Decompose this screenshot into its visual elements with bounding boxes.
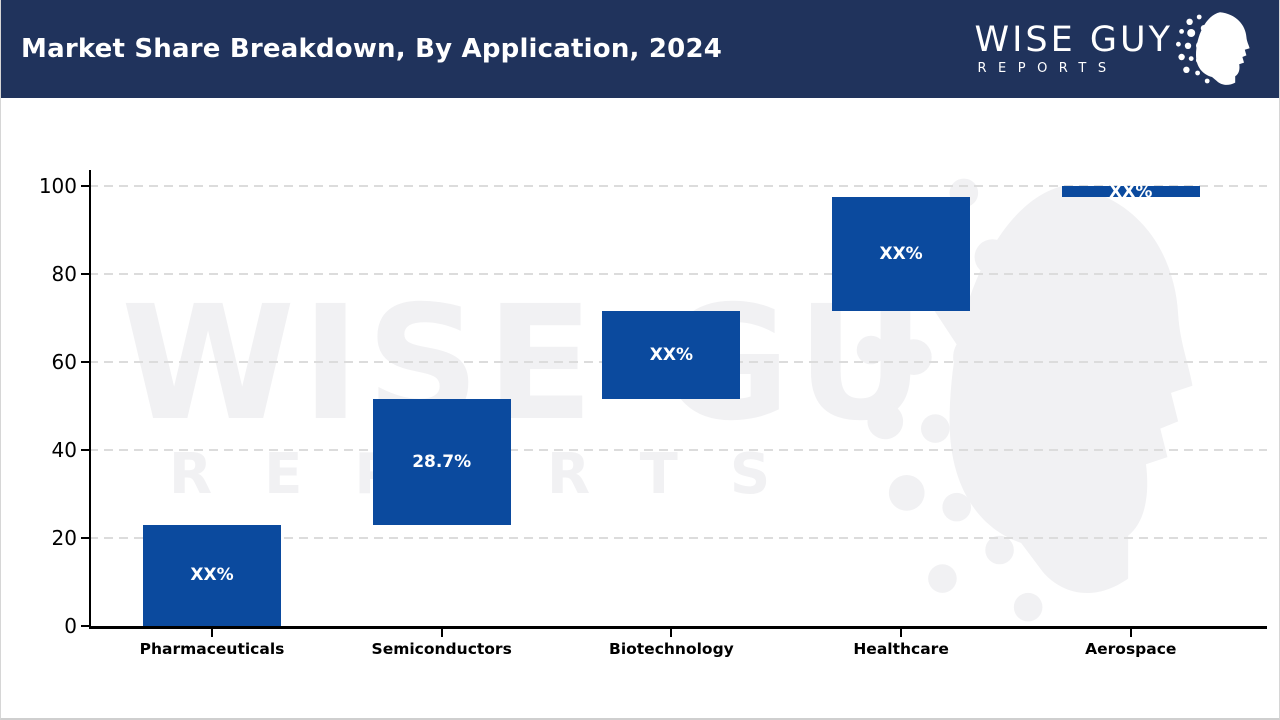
y-tick-20 (81, 537, 89, 539)
y-tick-60 (81, 361, 89, 363)
gridline-40 (89, 449, 1267, 451)
bar-label-aerospace: XX% (1109, 181, 1153, 202)
x-tick-label-healthcare: Healthcare (853, 640, 949, 658)
y-tick-label-100: 100 (38, 174, 77, 198)
x-tick-aerospace (1129, 629, 1132, 637)
wiseguy-logo: WISE GUY REPORTS (974, 9, 1255, 89)
y-tick-80 (81, 273, 89, 275)
logo-line2: REPORTS (977, 61, 1118, 76)
logo-face-icon (1176, 12, 1250, 85)
x-tick-pharmaceuticals (211, 629, 213, 637)
y-tick-0 (81, 625, 89, 627)
y-tick-label-60: 60 (51, 350, 77, 374)
y-tick-label-40: 40 (51, 438, 77, 462)
x-tick-biotechnology (670, 629, 673, 637)
y-tick-label-20: 20 (51, 526, 77, 550)
page-title: Market Share Breakdown, By Application, … (21, 34, 723, 64)
bar-biotechnology (602, 310, 741, 399)
gridline-20 (89, 537, 1267, 539)
gridline-80 (89, 273, 1267, 275)
logo-line1: WISE GUY (974, 20, 1173, 60)
x-tick-label-aerospace: Aerospace (1085, 640, 1177, 658)
y-axis-line (89, 170, 91, 629)
y-tick-label-80: 80 (51, 262, 77, 286)
bar-label-semiconductors: 28.7% (412, 451, 472, 472)
bar-pharmaceuticals (143, 524, 281, 626)
header-bar: Market Share Breakdown, By Application, … (1, 0, 1279, 98)
bar-semiconductors (372, 398, 511, 525)
y-tick-40 (81, 449, 89, 451)
x-tick-semiconductors (440, 629, 443, 637)
y-tick-label-0: 0 (64, 614, 77, 638)
bar-label-biotechnology: XX% (649, 344, 694, 365)
y-tick-100 (81, 185, 89, 187)
x-tick-label-semiconductors: Semiconductors (371, 640, 512, 658)
x-tick-label-biotechnology: Biotechnology (609, 640, 734, 658)
x-axis-line (89, 626, 1267, 629)
x-tick-healthcare (900, 629, 903, 637)
gridline-100 (89, 185, 1267, 187)
bar-label-healthcare: XX% (879, 243, 923, 264)
x-tick-label-pharmaceuticals: Pharmaceuticals (139, 640, 285, 658)
logo-wordmark: WISE GUY REPORTS (974, 20, 1173, 76)
bar-label-pharmaceuticals: XX% (190, 565, 234, 586)
